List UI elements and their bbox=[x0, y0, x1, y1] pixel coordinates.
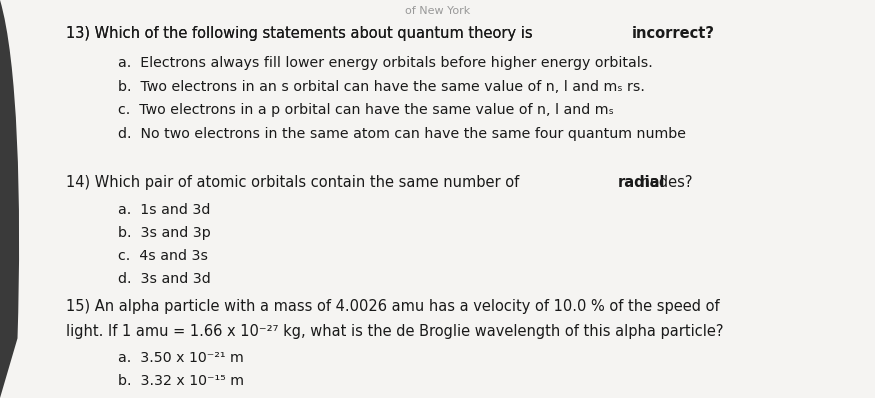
Text: a.  Electrons always fill lower energy orbitals before higher energy orbitals.: a. Electrons always fill lower energy or… bbox=[118, 56, 653, 70]
Text: a.  1s and 3d: a. 1s and 3d bbox=[118, 203, 211, 217]
Text: of New York: of New York bbox=[405, 6, 470, 16]
Text: d.  3s and 3d: d. 3s and 3d bbox=[118, 272, 211, 286]
Text: b.  Two electrons in an s orbital can have the same value of n, l and mₛ rs.: b. Two electrons in an s orbital can hav… bbox=[118, 80, 645, 94]
Text: 15) An alpha particle with a mass of 4.0026 amu has a velocity of 10.0 % of the : 15) An alpha particle with a mass of 4.0… bbox=[66, 299, 719, 314]
Text: a.  3.50 x 10⁻²¹ m: a. 3.50 x 10⁻²¹ m bbox=[118, 351, 244, 365]
Text: 14) Which pair of atomic orbitals contain the same number of: 14) Which pair of atomic orbitals contai… bbox=[66, 175, 523, 190]
Text: c.  Two electrons in a p orbital can have the same value of n, l and mₛ: c. Two electrons in a p orbital can have… bbox=[118, 103, 614, 117]
Text: d.  No two electrons in the same atom can have the same four quantum numbe: d. No two electrons in the same atom can… bbox=[118, 127, 686, 141]
Text: radial: radial bbox=[618, 175, 666, 190]
Text: 13) Which of the following statements about quantum theory is: 13) Which of the following statements ab… bbox=[66, 26, 537, 41]
Text: light. If 1 amu = 1.66 x 10⁻²⁷ kg, what is the de Broglie wavelength of this alp: light. If 1 amu = 1.66 x 10⁻²⁷ kg, what … bbox=[66, 324, 723, 339]
PathPatch shape bbox=[0, 0, 19, 398]
Text: c.  4s and 3s: c. 4s and 3s bbox=[118, 249, 208, 263]
Text: c.  3.30 x 10⁻¹⁸ m: c. 3.30 x 10⁻¹⁸ m bbox=[118, 397, 243, 398]
Text: 13) Which of the following statements about quantum theory is: 13) Which of the following statements ab… bbox=[66, 26, 537, 41]
Text: b.  3.32 x 10⁻¹⁵ m: b. 3.32 x 10⁻¹⁵ m bbox=[118, 374, 244, 388]
Text: b.  3s and 3p: b. 3s and 3p bbox=[118, 226, 211, 240]
Text: incorrect?: incorrect? bbox=[632, 26, 715, 41]
Text: 13) Which of the following statements about quantum theory is incorrect?: 13) Which of the following statements ab… bbox=[66, 26, 609, 41]
Text: nodes?: nodes? bbox=[636, 175, 692, 190]
